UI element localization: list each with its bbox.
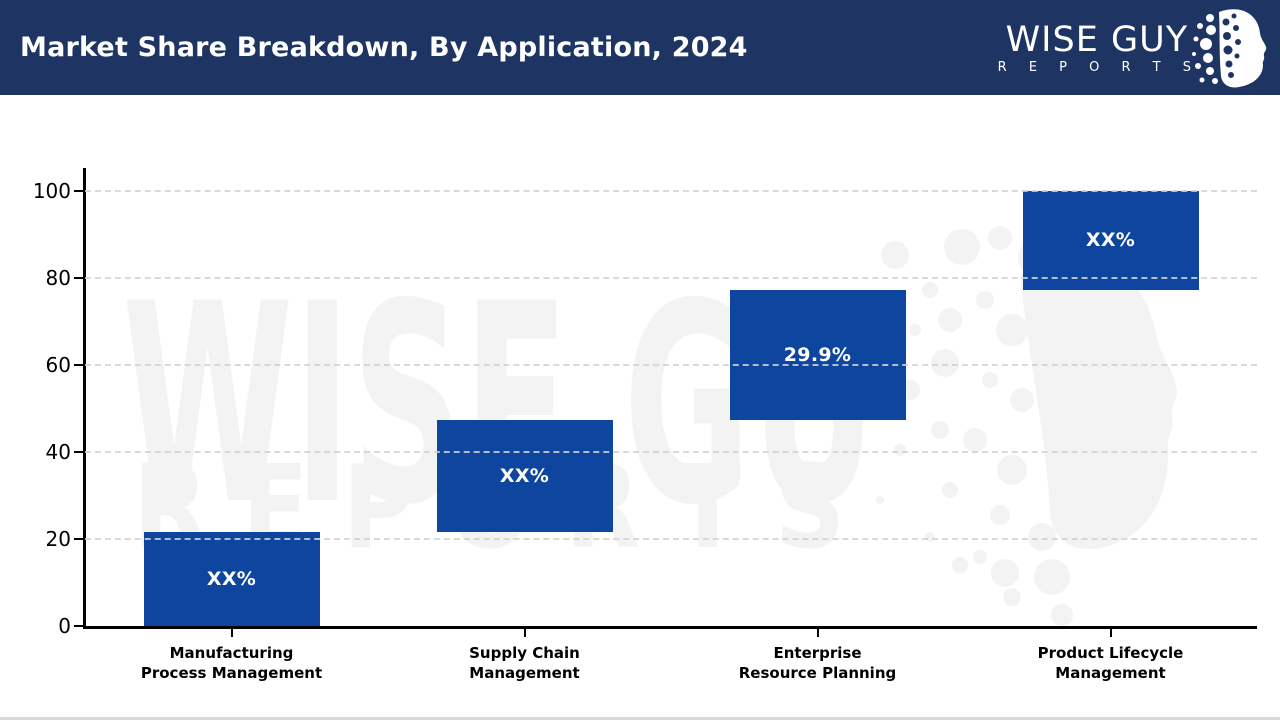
brand-name: WISE GUY [1005, 20, 1189, 60]
category-label-1: Supply Chain Management [375, 643, 675, 683]
x-tick-mark-3 [1109, 628, 1112, 637]
bar-segment-3: XX% [1022, 191, 1199, 290]
category-label-line: Management [1055, 664, 1166, 682]
chart-region: WISE GU R E P O R T S [0, 95, 1280, 718]
bar-value-label-3: XX% [1085, 229, 1136, 252]
brand-head-icon [1192, 9, 1267, 88]
y-tick-label-40: 40 [45, 440, 71, 464]
bar-value-label-0: XX% [206, 568, 257, 591]
y-tick-mark-20 [74, 538, 83, 540]
y-tick-mark-60 [74, 364, 83, 366]
category-label-line: Product Lifecycle [1037, 644, 1184, 662]
brand-subtitle: R E P O R T S [997, 60, 1200, 75]
y-tick-label-80: 80 [45, 266, 71, 290]
bar-value-label-2: 29.9% [783, 343, 852, 366]
bottom-border-line [0, 717, 1280, 720]
category-label-line: Process Management [140, 664, 323, 682]
page-title: Market Share Breakdown, By Application, … [20, 32, 748, 63]
brand-logo: WISE GUY R E P O R T S [994, 6, 1272, 90]
gridline-40 [85, 451, 1257, 453]
gridline-100 [85, 190, 1257, 192]
category-label-line: Enterprise [773, 644, 862, 662]
gridline-20 [85, 538, 1257, 540]
category-label-3: Product Lifecycle Management [961, 643, 1261, 683]
y-axis-line [83, 168, 86, 628]
category-label-line: Management [469, 664, 580, 682]
y-tick-label-20: 20 [45, 527, 71, 551]
x-tick-mark-1 [523, 628, 526, 637]
bar-segment-1: XX% [436, 419, 613, 533]
category-label-0: Manufacturing Process Management [82, 643, 382, 683]
y-tick-mark-40 [74, 451, 83, 453]
header-band: Market Share Breakdown, By Application, … [0, 0, 1280, 95]
x-tick-mark-0 [230, 628, 233, 637]
bar-segment-0: XX% [143, 532, 320, 626]
y-tick-mark-100 [74, 190, 83, 192]
category-label-line: Manufacturing [169, 644, 294, 662]
y-tick-mark-80 [74, 277, 83, 279]
x-tick-mark-2 [816, 628, 819, 637]
category-label-line: Resource Planning [738, 664, 897, 682]
gridline-60 [85, 364, 1257, 366]
category-label-line: Supply Chain [469, 644, 580, 662]
y-tick-label-60: 60 [45, 353, 71, 377]
y-tick-mark-0 [74, 625, 83, 627]
gridline-80 [85, 277, 1257, 279]
y-tick-label-0: 0 [58, 614, 71, 638]
brand-logo-text: WISE GUY R E P O R T S [994, 21, 1200, 75]
y-tick-label-100: 100 [32, 179, 71, 203]
bar-segment-2: 29.9% [729, 289, 906, 420]
plot-area: 0 20 40 60 80 100 XX% Manufacturing Process Mana… [33, 168, 1257, 682]
bar-value-label-1: XX% [499, 465, 550, 488]
x-axis-line [83, 626, 1257, 629]
category-label-2: Enterprise Resource Planning [668, 643, 968, 683]
